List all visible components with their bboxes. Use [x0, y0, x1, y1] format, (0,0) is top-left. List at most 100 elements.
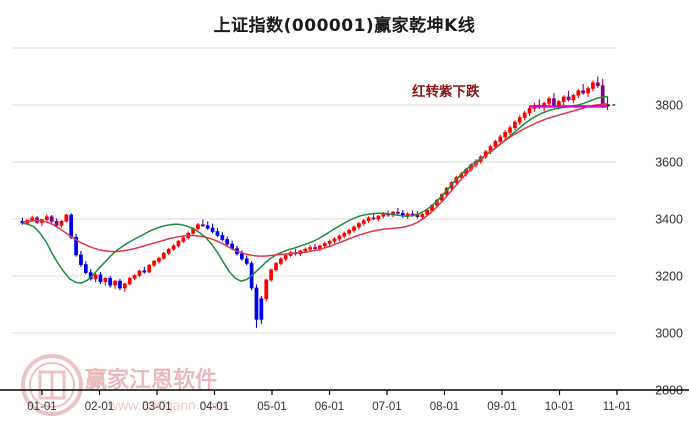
x-axis-tick-label: 04-01: [200, 401, 229, 413]
candle-body: [308, 247, 312, 250]
candle-body: [493, 141, 498, 147]
candle-body: [571, 94, 576, 101]
candle-body: [600, 85, 605, 106]
candle-body: [357, 223, 361, 228]
candle-body: [225, 239, 230, 245]
candle-body: [147, 264, 152, 273]
candle-body: [108, 277, 113, 286]
candle-body: [522, 112, 527, 118]
candle-body: [347, 230, 351, 234]
seal-inner-icon: [29, 362, 75, 408]
candle-body: [366, 217, 371, 222]
candle-body: [508, 127, 512, 133]
y-axis-tick-label: 3600: [655, 156, 683, 170]
x-axis-labels: 01-01 02-01 03-01 04-01 05-01 06-01 07-01 08-01…: [27, 390, 631, 413]
candle-body: [576, 90, 581, 96]
x-axis-tick-label: 11-01: [603, 401, 632, 413]
candle-body: [215, 231, 220, 236]
candle-body: [113, 280, 117, 286]
candle-body: [83, 264, 88, 273]
x-axis-tick-label: 05-01: [257, 401, 286, 413]
candle-body: [352, 226, 356, 231]
candle-body: [396, 211, 400, 214]
y-axis-tick-label: 3200: [655, 270, 683, 284]
y-axis-tick-label: 3000: [655, 327, 683, 341]
ma-long-line: [22, 103, 608, 257]
candle-body: [142, 270, 147, 273]
y-axis-tick-label: 3800: [655, 99, 683, 113]
candle-body: [283, 255, 288, 260]
candle-body: [176, 240, 181, 247]
y-axis-tick-label: 3400: [655, 213, 683, 227]
candle-body: [205, 225, 210, 229]
candle-body: [269, 269, 273, 281]
candle-body: [54, 220, 59, 226]
candle-body: [137, 270, 142, 276]
ma-short-line: [22, 95, 608, 284]
candlesticks: [20, 76, 610, 328]
x-axis-tick-label: 06-01: [315, 401, 344, 413]
candle-body: [44, 216, 49, 220]
candle-body: [127, 277, 132, 285]
candle-body: [200, 224, 205, 227]
candle-body: [132, 275, 137, 279]
x-axis-tick-label: 10-01: [545, 401, 574, 413]
candle-body: [527, 108, 532, 114]
candle-body: [322, 243, 327, 247]
watermark-brand: 赢家江恩软件: [85, 367, 217, 393]
candle-body: [581, 90, 586, 94]
x-axis-tick-label: 02-01: [85, 401, 114, 413]
candle-body: [210, 227, 215, 232]
candle-body: [244, 258, 249, 264]
candle-body: [552, 98, 556, 106]
candle-body: [556, 101, 561, 106]
seal-outer-icon: [21, 354, 83, 416]
candle-body: [337, 235, 342, 240]
candle-body: [332, 238, 337, 242]
candle-body: [342, 232, 347, 237]
candle-body: [161, 252, 166, 259]
candle-body: [59, 220, 64, 226]
x-axis-tick-label: 08-01: [430, 401, 459, 413]
candle-body: [586, 88, 590, 94]
candle-body: [561, 96, 566, 102]
candle-body: [303, 248, 308, 252]
watermark: 赢家江恩软件 www.360gann.com: [21, 354, 226, 416]
gridlines: [12, 47, 616, 391]
candle-body: [79, 254, 83, 265]
candle-body: [595, 82, 600, 86]
candle-body: [152, 260, 156, 266]
candle-body: [381, 213, 386, 217]
candle-body: [93, 274, 98, 280]
candle-body: [547, 98, 551, 104]
candle-body: [64, 214, 69, 222]
candle-body: [517, 117, 522, 123]
candle-body: [591, 82, 595, 89]
x-axis-tick-label: 01-01: [27, 401, 56, 413]
reference-lines: [529, 104, 616, 108]
candle-body: [327, 240, 332, 244]
x-axis-tick-label: 09-01: [487, 401, 516, 413]
candle-body: [254, 287, 259, 320]
candle-body: [157, 257, 161, 262]
candle-body: [166, 248, 171, 254]
candle-body: [371, 217, 376, 220]
candle-body: [171, 245, 176, 250]
candle-body: [122, 283, 127, 289]
candle-body: [103, 277, 108, 283]
candle-body: [74, 236, 78, 256]
candle-body: [239, 253, 244, 260]
watermark-url: www.360gann.com: [107, 397, 226, 413]
candle-body: [49, 216, 54, 222]
candle-body: [69, 214, 74, 238]
candle-body: [98, 274, 103, 283]
candle-body: [498, 136, 503, 142]
x-axis-tick-label: 07-01: [372, 401, 401, 413]
page-title: 上证指数(000001)赢家乾坤K线: [213, 16, 476, 36]
candle-body: [118, 280, 122, 289]
candle-body: [181, 237, 186, 242]
candle-body: [425, 210, 430, 215]
